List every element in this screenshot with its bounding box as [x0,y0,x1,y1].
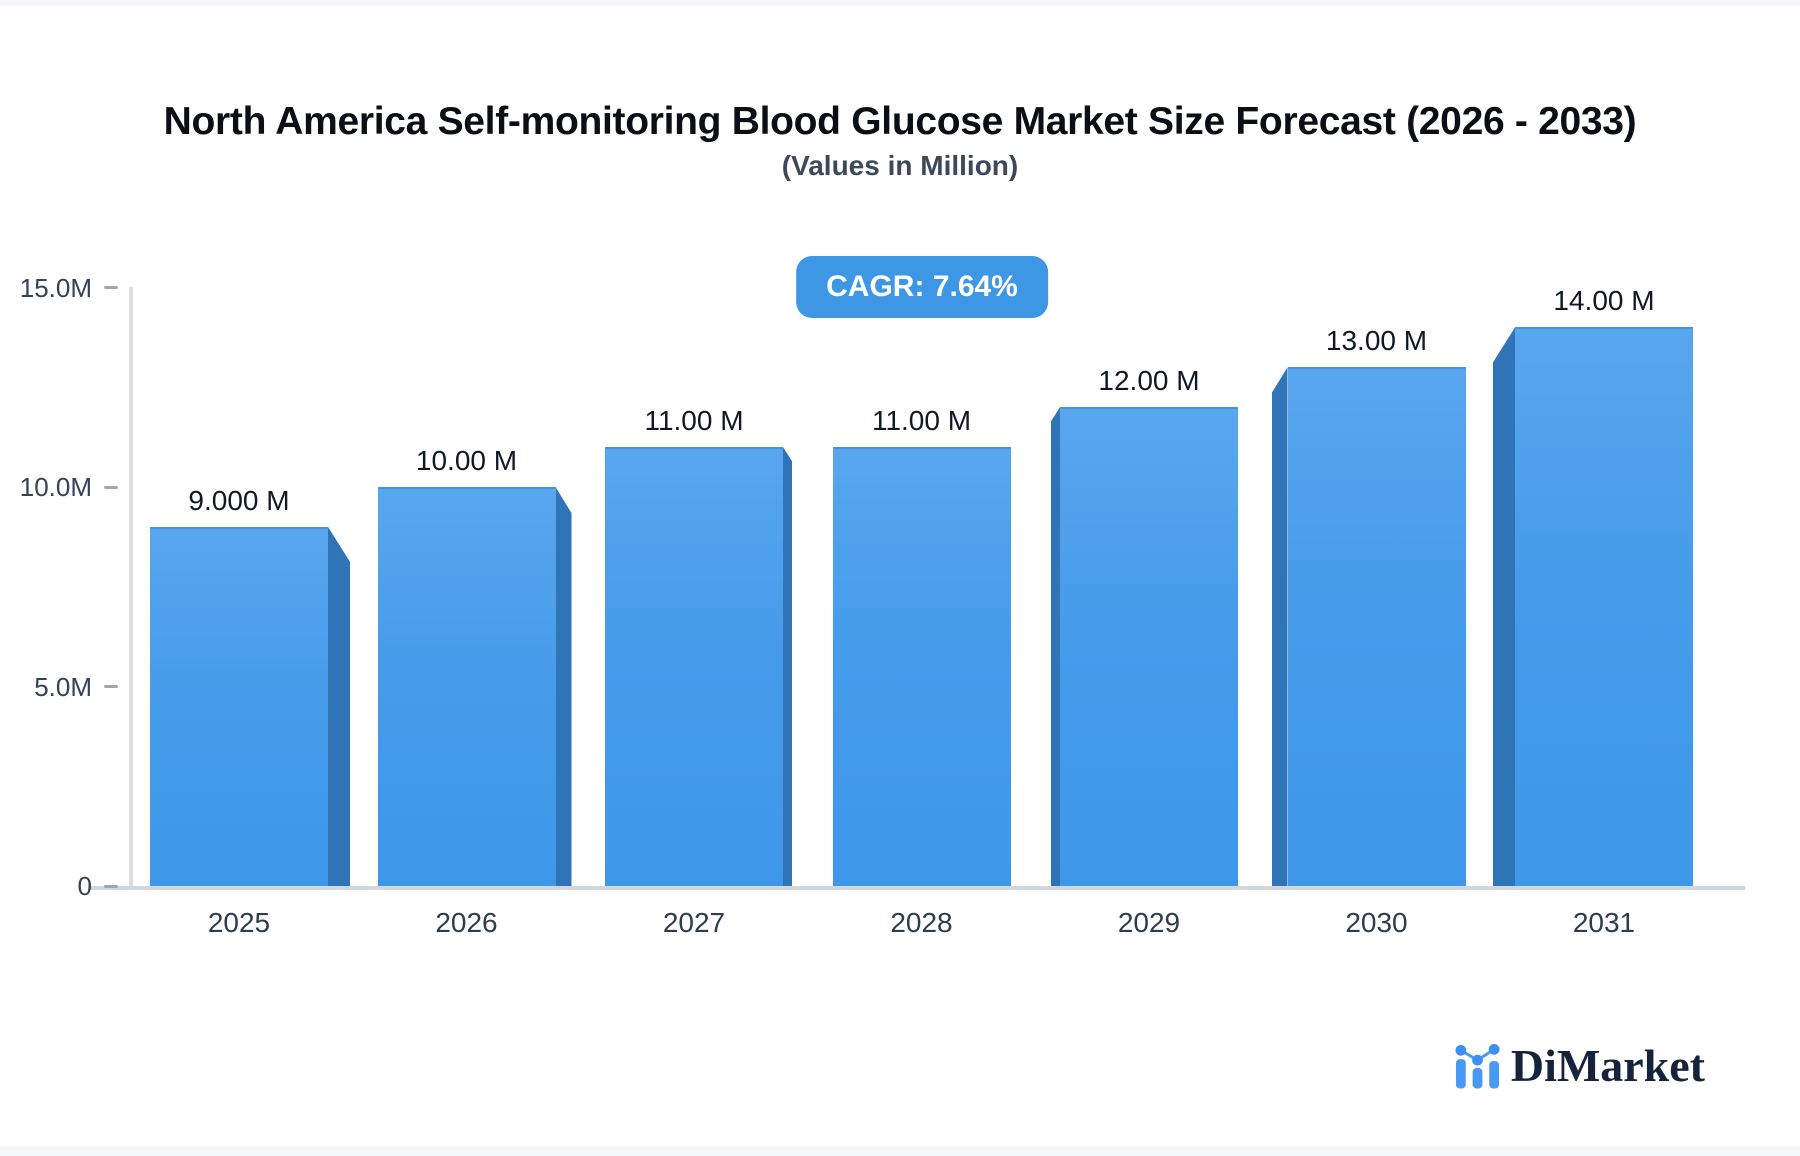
bar-value-label: 10.00 M [415,445,518,476]
bar-value-label: 12.00 M [1098,365,1200,397]
bar-side-face [328,526,350,886]
x-axis-tick-label: 2026 [435,907,498,938]
dimarket-logo: DiMarket [1454,1038,1705,1094]
bar [377,487,556,886]
bar [1287,367,1466,886]
y-axis-tick-label: 0 [77,871,92,901]
x-axis-tick-label: 2029 [1117,907,1181,938]
y-axis-tick-label: 5.0M [34,671,92,702]
bar-value-label: 11.00 M [644,405,744,437]
x-axis-tick-label: 2028 [890,907,953,938]
y-axis-line [129,287,133,889]
y-axis-tick [104,685,118,688]
x-axis-tick-label: 2030 [1345,907,1408,938]
x-axis-tick-label: 2025 [207,907,271,938]
dimarket-logo-icon [1455,1043,1500,1089]
y-axis-tick [104,286,118,289]
chart-subtitle: (Values in Million) [781,150,1019,181]
dimarket-logo-text: DiMarket [1510,1040,1705,1091]
chart-title: North America Self-monitoring Blood Gluc… [163,100,1637,143]
bar [1060,407,1238,886]
bar-side-face [783,447,792,886]
bar [150,526,328,886]
bar-value-label: 13.00 M [1325,325,1428,357]
bar-value-label: 11.00 M [871,405,972,437]
y-axis-tick [104,884,118,888]
x-axis-tick-label: 2031 [1572,907,1636,938]
bar-side-face [555,487,572,886]
bar-side-face [1493,327,1515,886]
bar-side-face [1271,367,1288,886]
bar-value-label: 14.00 M [1553,285,1655,317]
y-axis-tick-label: 15.0M [19,272,92,303]
y-axis-tick-label: 10.0M [19,472,92,502]
x-axis-line [88,886,1745,890]
bar-value-label: 9.000 M [188,484,290,516]
bar-side-face [1051,407,1060,886]
bar [832,447,1011,886]
y-axis-tick [104,485,118,489]
bar [1515,327,1693,886]
x-axis-tick-label: 2027 [662,907,726,938]
bar [605,447,783,886]
cagr-badge: CAGR: 7.64% [796,256,1048,318]
